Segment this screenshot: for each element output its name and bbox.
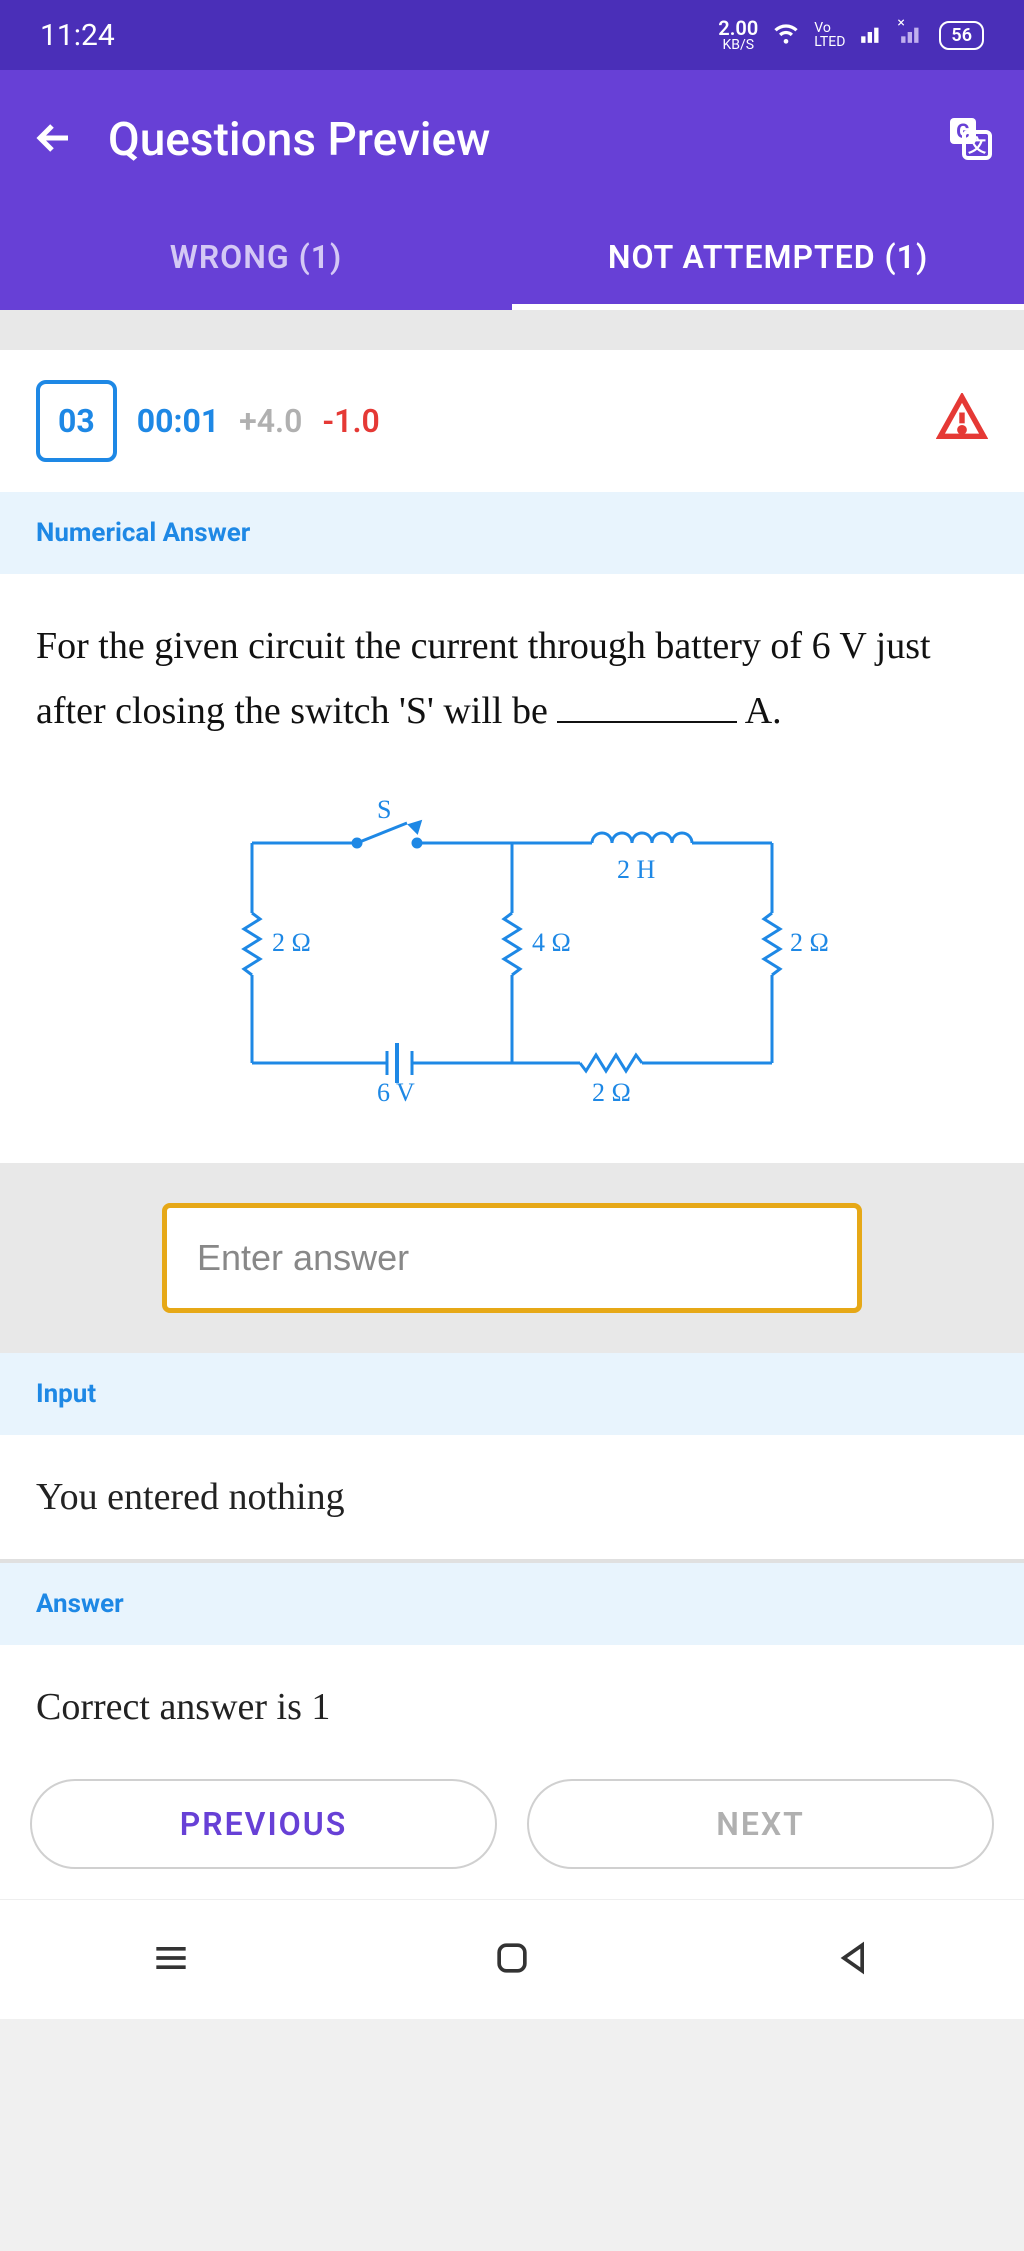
menu-icon[interactable] [149,1936,193,1984]
numerical-answer-label: Numerical Answer [0,492,1024,574]
page-title: Questions Preview [108,113,916,167]
circuit-inductor-label: 2 H [617,855,656,884]
answer-input[interactable] [162,1203,862,1313]
circuit-switch-label: S [377,795,391,824]
status-time: 11:24 [40,18,115,53]
marks-positive: +4.0 [239,402,302,440]
tab-not-attempted[interactable]: NOT ATTEMPTED (1) [512,210,1024,310]
svg-text:文: 文 [968,135,987,157]
tab-wrong[interactable]: WRONG (1) [0,210,512,310]
nav-buttons: PREVIOUS NEXT [0,1759,1024,1899]
circuit-r-mid: 4 Ω [532,928,571,957]
marks-negative: -1.0 [322,402,379,440]
answer-blank [557,721,737,723]
status-bar: 11:24 2.00 KB/S Vo LTED × 56 [0,0,1024,70]
warning-icon[interactable] [936,393,988,449]
question-text-before: For the given circuit the current throug… [36,625,931,732]
translate-icon[interactable]: G文 [946,114,994,166]
answer-input-section [0,1163,1024,1353]
answer-label: Answer [0,1563,1024,1645]
question-meta: 03 00:01 +4.0 -1.0 [0,350,1024,492]
question-time: 00:01 [137,402,219,440]
back-nav-icon[interactable] [831,1936,875,1984]
wifi-icon [772,18,800,52]
input-label: Input [0,1353,1024,1435]
circuit-battery-label: 6 V [377,1078,415,1107]
question-unit: A. [737,690,781,732]
spacer [0,310,1024,350]
network-speed: 2.00 KB/S [718,18,758,52]
entered-value: You entered nothing [0,1435,1024,1559]
previous-button[interactable]: PREVIOUS [30,1779,497,1869]
home-icon[interactable] [490,1936,534,1984]
question-text: For the given circuit the current throug… [0,574,1024,773]
signal-icon [859,19,885,51]
next-button[interactable]: NEXT [527,1779,994,1869]
circuit-diagram: S 2 H 2 Ω 4 Ω 2 Ω 2 Ω 6 V [0,773,1024,1163]
app-header: Questions Preview G文 [0,70,1024,210]
battery-indicator: 56 [939,21,984,50]
circuit-r-left: 2 Ω [272,928,311,957]
signal2-icon: × [899,19,925,51]
tabs: WRONG (1) NOT ATTEMPTED (1) [0,210,1024,310]
volte-indicator: Vo LTED [814,21,845,49]
question-number: 03 [36,380,117,462]
correct-answer: Correct answer is 1 [0,1645,1024,1759]
back-icon[interactable] [30,114,78,166]
status-right: 2.00 KB/S Vo LTED × 56 [718,18,984,52]
circuit-r-bottom: 2 Ω [592,1078,631,1107]
system-nav [0,1899,1024,2019]
circuit-r-right: 2 Ω [790,928,829,957]
